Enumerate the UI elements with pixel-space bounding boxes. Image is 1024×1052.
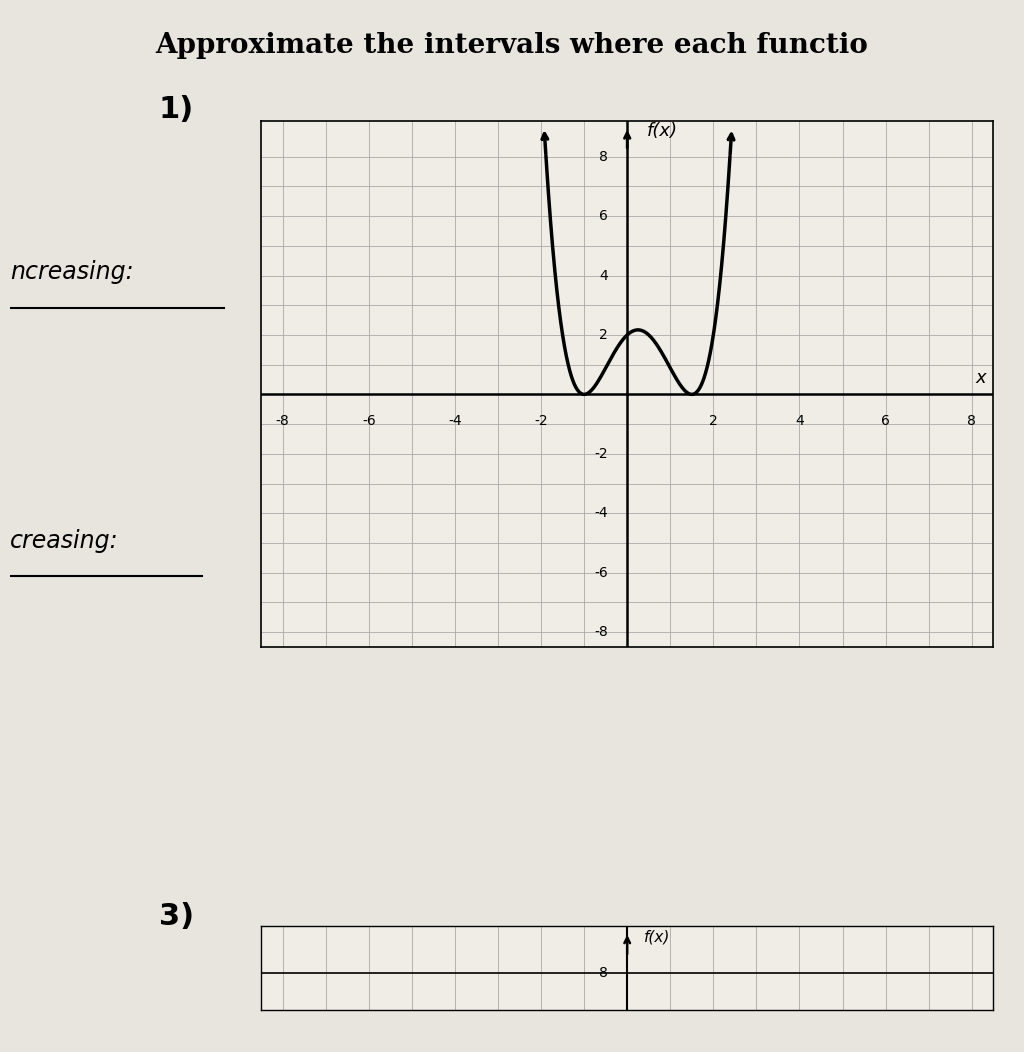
Text: Approximate the intervals where each functio: Approximate the intervals where each fun… bbox=[156, 32, 868, 59]
Text: -2: -2 bbox=[594, 447, 608, 461]
Text: -8: -8 bbox=[275, 413, 290, 428]
Text: 8: 8 bbox=[599, 966, 608, 979]
Text: 6: 6 bbox=[882, 413, 890, 428]
Text: -4: -4 bbox=[594, 506, 608, 521]
Text: 8: 8 bbox=[968, 413, 976, 428]
Text: 6: 6 bbox=[599, 209, 608, 223]
Text: 4: 4 bbox=[795, 413, 804, 428]
Text: -2: -2 bbox=[535, 413, 548, 428]
Text: -6: -6 bbox=[361, 413, 376, 428]
Text: 8: 8 bbox=[599, 149, 608, 164]
Text: -6: -6 bbox=[594, 566, 608, 580]
Text: 1): 1) bbox=[159, 95, 194, 124]
Text: -4: -4 bbox=[449, 413, 462, 428]
Text: 2: 2 bbox=[599, 328, 608, 342]
Text: f(x): f(x) bbox=[644, 929, 671, 944]
Text: creasing:: creasing: bbox=[10, 528, 119, 552]
Text: 3): 3) bbox=[159, 902, 194, 931]
Text: 4: 4 bbox=[599, 268, 608, 283]
Text: -8: -8 bbox=[594, 625, 608, 640]
Text: 2: 2 bbox=[709, 413, 718, 428]
Text: f(x): f(x) bbox=[646, 122, 678, 140]
Text: ncreasing:: ncreasing: bbox=[10, 261, 134, 284]
Text: x: x bbox=[975, 369, 986, 387]
